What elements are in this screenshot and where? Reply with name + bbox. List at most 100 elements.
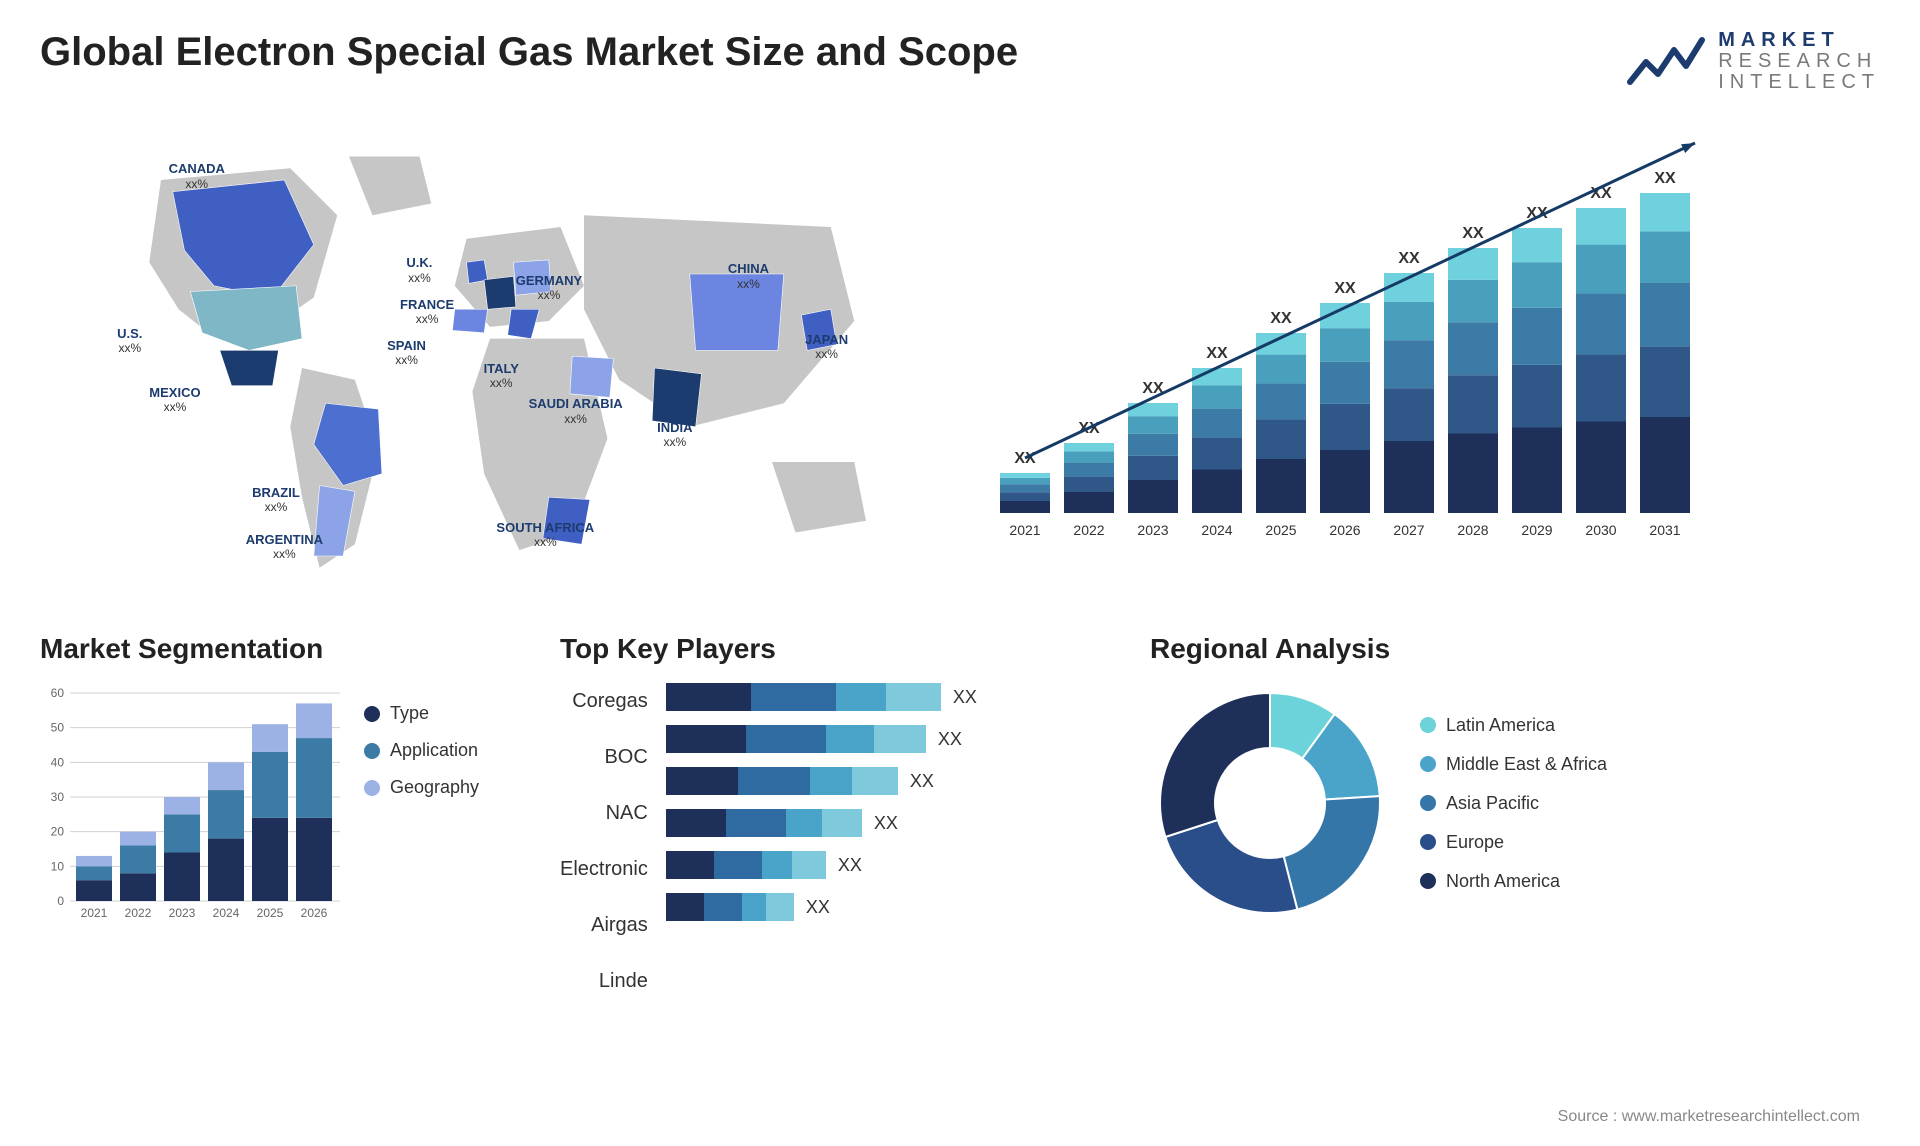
svg-text:50: 50 (51, 721, 65, 735)
logo-text: MARKET RESEARCH INTELLECT (1718, 30, 1880, 93)
player-bar (666, 683, 941, 711)
player-value-label: XX (938, 729, 962, 750)
map-label-u-s-: U.S.xx% (117, 327, 142, 356)
segmentation-chart-svg: 0102030405060202120222023202420252026 (40, 683, 340, 923)
svg-text:2029: 2029 (1521, 522, 1552, 538)
seg-legend-geography: Geography (364, 777, 479, 798)
svg-text:60: 60 (51, 686, 65, 700)
donut-chart-svg (1150, 683, 1390, 923)
map-label-spain: SPAINxx% (387, 339, 426, 368)
player-row: XX (666, 767, 1120, 795)
svg-text:2025: 2025 (257, 906, 284, 920)
map-label-u-k-: U.K.xx% (406, 256, 432, 285)
player-row: XX (666, 809, 1120, 837)
player-value-label: XX (874, 813, 898, 834)
map-label-argentina: ARGENTINAxx% (246, 533, 323, 562)
region-legend-europe: Europe (1420, 832, 1607, 853)
player-bar (666, 767, 898, 795)
svg-text:40: 40 (51, 755, 65, 769)
header: Global Electron Special Gas Market Size … (40, 30, 1880, 93)
player-label-linde: Linde (599, 967, 648, 995)
map-label-saudi-arabia: SAUDI ARABIAxx% (529, 397, 623, 426)
segmentation-panel: Market Segmentation 01020304050602021202… (40, 633, 530, 1009)
map-label-india: INDIAxx% (657, 421, 692, 450)
player-bar (666, 809, 862, 837)
player-bar (666, 893, 794, 921)
player-row: XX (666, 683, 1120, 711)
seg-legend-application: Application (364, 740, 479, 761)
logo-line2: RESEARCH (1718, 51, 1880, 72)
map-label-italy: ITALYxx% (484, 362, 519, 391)
donut-legend: Latin AmericaMiddle East & AfricaAsia Pa… (1420, 715, 1607, 892)
player-value-label: XX (806, 897, 830, 918)
map-label-france: FRANCExx% (400, 298, 454, 327)
player-value-label: XX (838, 855, 862, 876)
svg-text:30: 30 (51, 790, 65, 804)
svg-text:XX: XX (1398, 250, 1420, 267)
top-row: CANADAxx% U.S.xx% MEXICOxx% BRAZILxx% ARGENT… (40, 133, 1880, 603)
map-label-brazil: BRAZILxx% (252, 486, 300, 515)
bottom-row: Market Segmentation 01020304050602021202… (40, 633, 1880, 1009)
svg-text:2021: 2021 (1009, 522, 1040, 538)
player-row: XX (666, 725, 1120, 753)
map-label-mexico: MEXICOxx% (149, 386, 200, 415)
growth-chart-svg: XX2021XX2022XX2023XX2024XX2025XX2026XX20… (980, 133, 1740, 553)
player-label-airgas: Airgas (591, 911, 648, 939)
region-legend-north-america: North America (1420, 871, 1607, 892)
map-label-south-africa: SOUTH AFRICAxx% (496, 521, 594, 550)
svg-text:XX: XX (1014, 450, 1036, 467)
logo-line3: INTELLECT (1718, 72, 1880, 93)
svg-text:2030: 2030 (1585, 522, 1616, 538)
svg-text:2031: 2031 (1649, 522, 1680, 538)
region-legend-asia-pacific: Asia Pacific (1420, 793, 1607, 814)
svg-text:2026: 2026 (301, 906, 328, 920)
player-label-electronic: Electronic (560, 855, 648, 883)
map-label-germany: GERMANYxx% (516, 274, 582, 303)
players-title: Top Key Players (560, 633, 1120, 665)
svg-text:XX: XX (1206, 345, 1228, 362)
svg-text:2022: 2022 (125, 906, 152, 920)
svg-text:2025: 2025 (1265, 522, 1296, 538)
svg-text:2021: 2021 (81, 906, 108, 920)
map-label-china: CHINAxx% (728, 262, 769, 291)
page-title: Global Electron Special Gas Market Size … (40, 30, 1018, 75)
svg-text:2022: 2022 (1073, 522, 1104, 538)
svg-text:0: 0 (57, 894, 64, 908)
players-panel: Top Key Players Coregas BOC NAC Electronic A… (560, 633, 1120, 1009)
svg-text:2023: 2023 (1137, 522, 1168, 538)
player-value-label: XX (910, 771, 934, 792)
player-label-coregas: Coregas (572, 687, 648, 715)
player-label-boc: BOC (604, 743, 647, 771)
players-bars: XXXXXXXXXXXX (666, 683, 1120, 1009)
map-label-japan: JAPANxx% (805, 333, 848, 362)
player-bar (666, 725, 926, 753)
player-row: XX (666, 851, 1120, 879)
regional-title: Regional Analysis (1150, 633, 1880, 665)
world-map: CANADAxx% U.S.xx% MEXICOxx% BRAZILxx% ARGENT… (40, 133, 940, 603)
logo-mark-icon (1626, 32, 1706, 92)
svg-text:XX: XX (1334, 280, 1356, 297)
brand-logo: MARKET RESEARCH INTELLECT (1626, 30, 1880, 93)
region-legend-latin-america: Latin America (1420, 715, 1607, 736)
segmentation-legend: Type Application Geography (364, 683, 479, 798)
map-label-canada: CANADAxx% (169, 162, 225, 191)
svg-text:2023: 2023 (169, 906, 196, 920)
svg-text:2026: 2026 (1329, 522, 1360, 538)
svg-text:2024: 2024 (213, 906, 240, 920)
player-row: XX (666, 893, 1120, 921)
seg-legend-type: Type (364, 703, 479, 724)
player-label-nac: NAC (606, 799, 648, 827)
svg-text:2024: 2024 (1201, 522, 1232, 538)
svg-text:2027: 2027 (1393, 522, 1424, 538)
svg-text:2028: 2028 (1457, 522, 1488, 538)
svg-text:XX: XX (1462, 225, 1484, 242)
svg-text:XX: XX (1654, 170, 1676, 187)
segmentation-title: Market Segmentation (40, 633, 530, 665)
player-value-label: XX (953, 687, 977, 708)
players-labels: Coregas BOC NAC Electronic Airgas Linde (560, 683, 648, 1009)
growth-bar-chart: XX2021XX2022XX2023XX2024XX2025XX2026XX20… (980, 133, 1880, 603)
svg-text:20: 20 (51, 825, 65, 839)
player-bar (666, 851, 826, 879)
logo-line1: MARKET (1718, 30, 1880, 51)
source-attribution: Source : www.marketresearchintellect.com (1558, 1108, 1860, 1126)
